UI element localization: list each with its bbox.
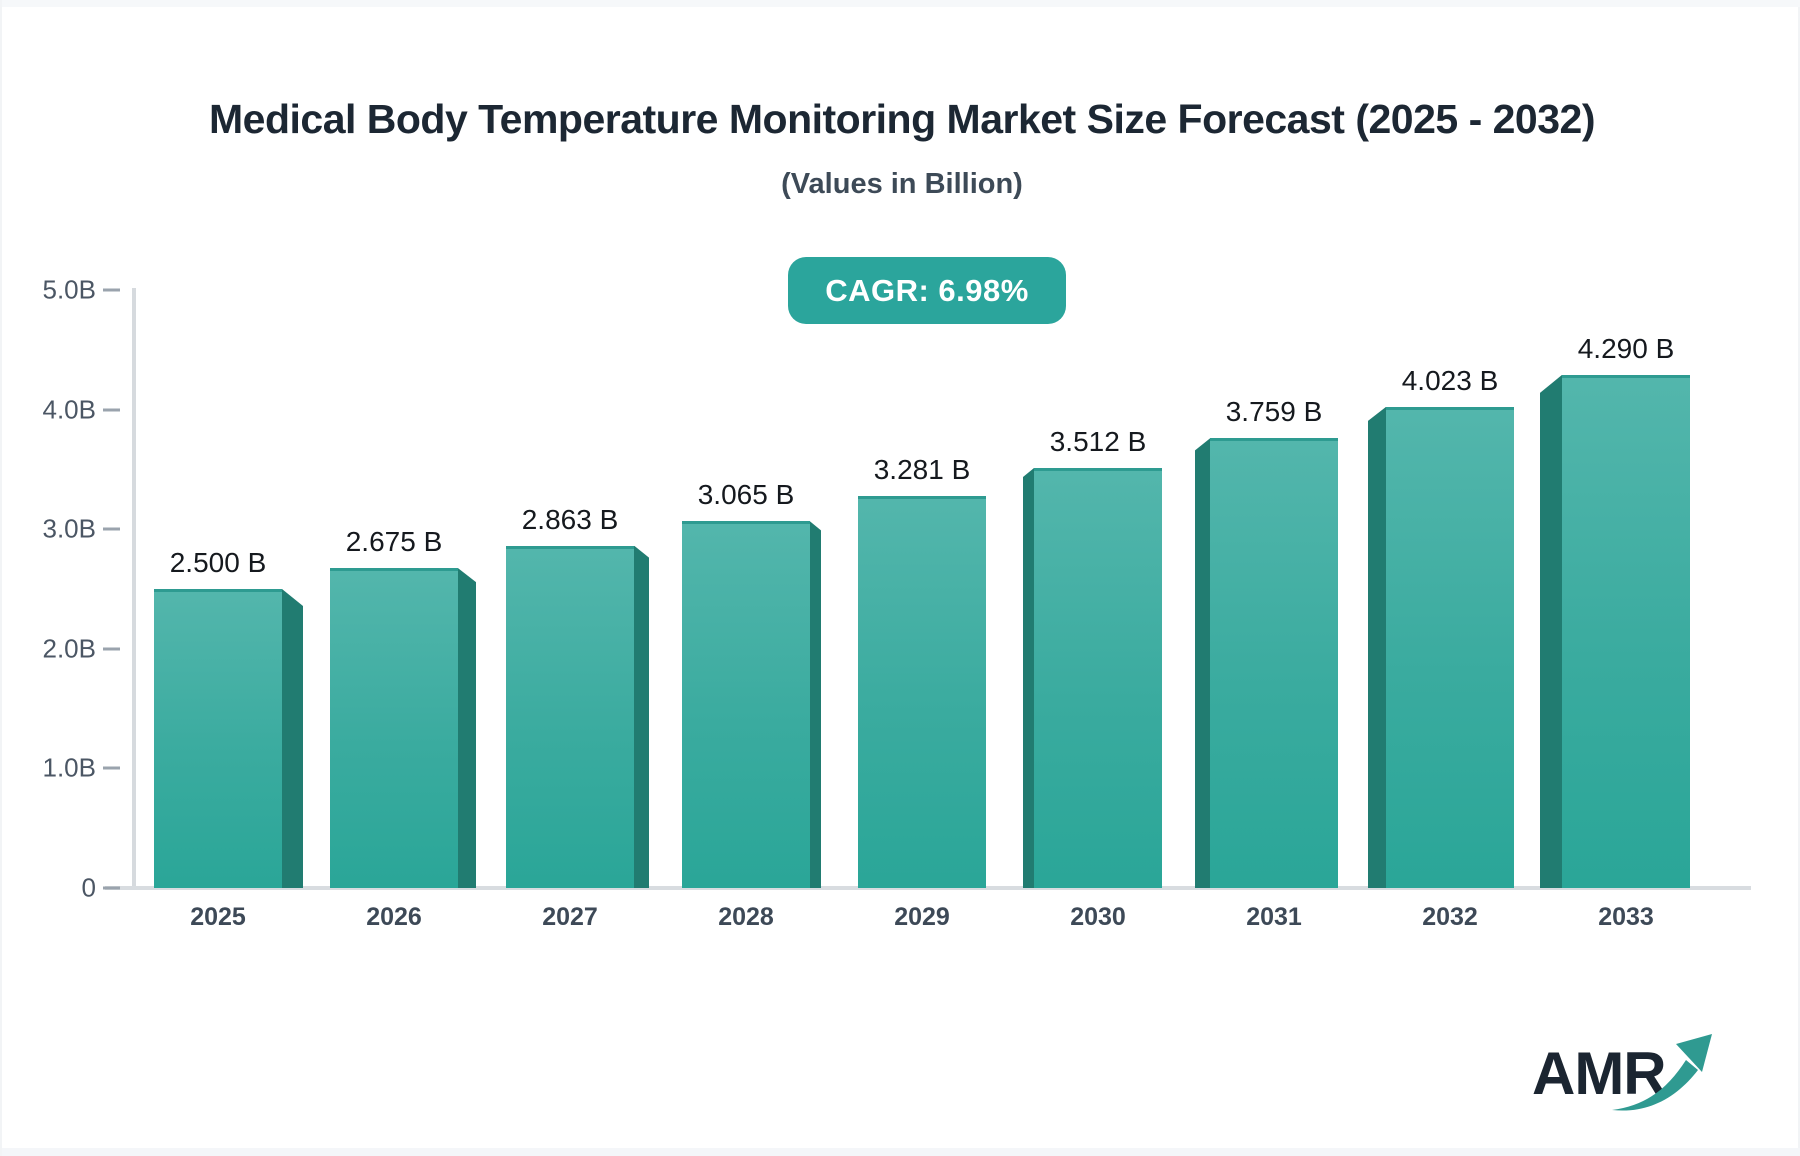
y-axis-tick-label: 3.0B — [42, 513, 97, 544]
bar-3d-side — [1368, 406, 1386, 888]
bar — [154, 589, 282, 888]
y-axis-tick-label: 2.0B — [42, 633, 97, 664]
bar-3d-side — [458, 568, 476, 888]
bar — [682, 521, 810, 888]
y-axis-tick-mark — [103, 527, 120, 531]
cagr-badge: CAGR: 6.98% — [788, 257, 1066, 324]
bar — [1210, 438, 1338, 888]
y-axis-tick-mark — [103, 647, 120, 651]
page-top-border — [2, 0, 1800, 7]
chart-title: Medical Body Temperature Monitoring Mark… — [209, 96, 1596, 142]
bar-3d-side — [1540, 374, 1562, 888]
y-axis-tick-mark — [103, 288, 120, 292]
bar-value-label: 3.512 B — [1049, 425, 1147, 457]
x-axis-tick-label: 2028 — [718, 903, 774, 931]
bar — [1034, 467, 1162, 888]
x-axis-baseline — [105, 886, 1751, 890]
bar-3d-side — [282, 589, 303, 888]
x-axis-tick-label: 2030 — [1070, 903, 1126, 931]
x-axis-tick-label: 2032 — [1422, 903, 1478, 931]
bar — [1386, 406, 1514, 888]
bar-3d-side — [1023, 467, 1034, 888]
bar-3d-side — [634, 545, 649, 888]
bar-value-label: 3.759 B — [1225, 396, 1323, 428]
amr-logo-text: AMR — [1532, 1040, 1666, 1107]
x-axis-tick-label: 2033 — [1598, 903, 1654, 931]
x-axis-tick-label: 2027 — [542, 903, 598, 931]
bar-value-label: 4.290 B — [1577, 332, 1675, 364]
chart-subtitle: (Values in Billion) — [781, 168, 1023, 200]
bar-value-label: 2.863 B — [521, 503, 619, 535]
y-axis-tick-label: 1.0B — [42, 752, 97, 783]
bar-value-label: 3.065 B — [697, 479, 795, 511]
y-axis-tick-mark — [103, 408, 120, 412]
bar-value-label: 4.023 B — [1401, 364, 1499, 396]
bar-value-label: 2.500 B — [169, 547, 267, 578]
y-axis-tick-label: 4.0B — [42, 394, 97, 425]
y-axis-line — [132, 288, 136, 890]
x-axis-tick-label: 2026 — [366, 903, 422, 931]
growth-arrow-head-icon — [1676, 1034, 1712, 1072]
amr-logo: AMR — [1532, 1034, 1712, 1111]
y-axis-tick-label: 5.0B — [42, 274, 97, 305]
growth-arrow-icon — [1612, 1060, 1698, 1111]
x-axis-tick-label: 2029 — [894, 903, 950, 931]
page-bottom-border — [2, 1148, 1800, 1156]
y-axis-tick-mark — [103, 886, 120, 890]
bar — [506, 545, 634, 888]
y-axis-tick-label: 0 — [81, 872, 96, 903]
cagr-badge-label: CAGR: 6.98% — [825, 272, 1029, 308]
bar-3d-side — [1195, 438, 1210, 888]
x-axis-tick-label: 2025 — [190, 903, 246, 931]
bar — [1562, 374, 1690, 888]
bar — [858, 495, 986, 888]
y-axis-tick-mark — [103, 766, 120, 770]
bar-value-label: 3.281 B — [873, 453, 971, 485]
bar-value-label: 2.675 B — [345, 526, 443, 558]
x-axis-tick-label: 2031 — [1246, 903, 1302, 931]
bar — [330, 568, 458, 888]
bar-3d-side — [810, 521, 821, 888]
